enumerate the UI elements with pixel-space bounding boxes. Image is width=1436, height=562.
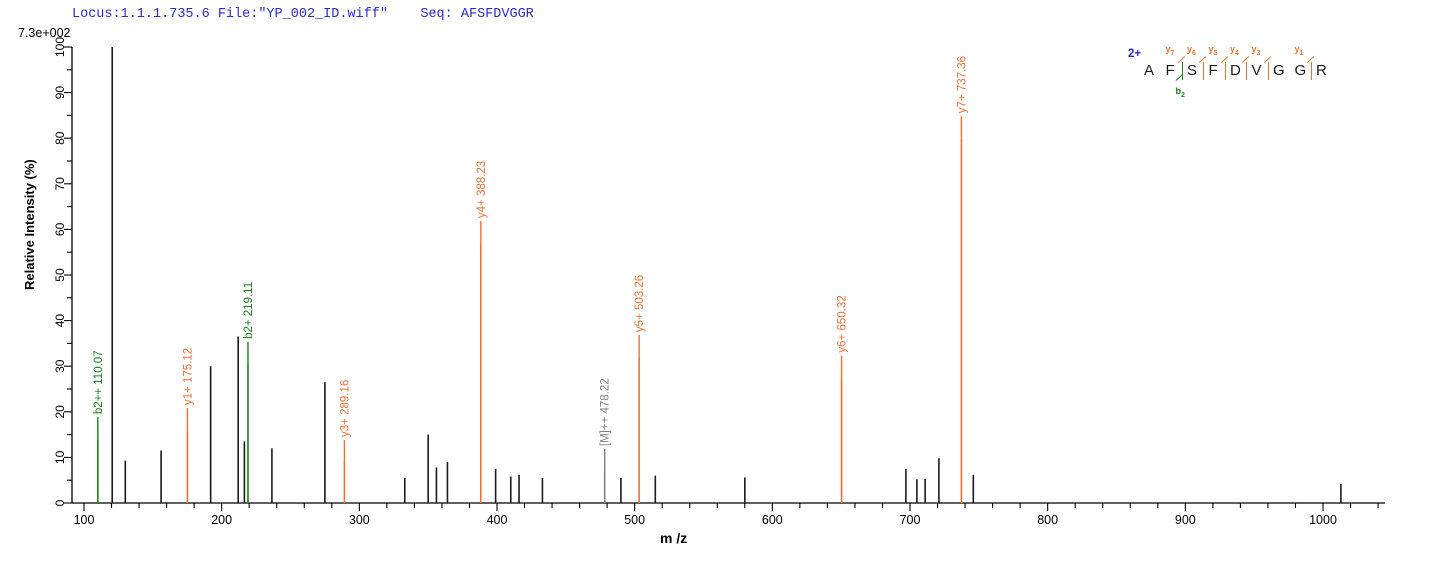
y-ion-tick bbox=[1267, 62, 1269, 80]
peak-annotation-label: y4+ 388.23 bbox=[476, 161, 488, 218]
peptide-residue: F bbox=[1208, 62, 1218, 79]
peptide-residue: A bbox=[1144, 62, 1155, 79]
peak-annotation-label: b2+ 219.11 bbox=[243, 282, 255, 339]
peptide-residue: V bbox=[1251, 62, 1262, 79]
y-axis-tick-label: 20 bbox=[53, 405, 67, 419]
peptide-residue: G bbox=[1273, 62, 1285, 79]
y-axis-tick-label: 10 bbox=[53, 450, 67, 464]
y-axis-tick-label: 60 bbox=[53, 222, 67, 236]
peptide-residue: G bbox=[1294, 62, 1307, 79]
peak-annotation-label: b2++ 110.07 bbox=[93, 350, 105, 414]
y-axis-tick-label: 100 bbox=[53, 37, 67, 57]
b-ion-label: b2 bbox=[1175, 86, 1185, 99]
x-axis-tick-label: 900 bbox=[1175, 513, 1196, 527]
y-axis-title: Relative Intensity (%) bbox=[22, 159, 37, 290]
y-ion-tick bbox=[1224, 62, 1226, 80]
x-axis-tick-label: 1000 bbox=[1309, 513, 1337, 527]
y-ion-label: y4 bbox=[1230, 44, 1239, 57]
peptide-residue: R bbox=[1316, 62, 1327, 79]
peaks-group bbox=[97, 47, 1342, 503]
x-axis-tick-label: 100 bbox=[74, 513, 95, 527]
axes-group: 100 200 300 400 500 600 700 800 900 1000 0 10 20 30 40… bbox=[53, 37, 1385, 527]
x-axis-tick-label: 600 bbox=[762, 513, 783, 527]
y-axis-tick-label: 40 bbox=[53, 314, 67, 328]
x-axis-title: m /z bbox=[660, 530, 688, 546]
x-axis-tick-label: 300 bbox=[349, 513, 370, 527]
y-ion-tick bbox=[1246, 62, 1248, 80]
x-axis-tick-label: 400 bbox=[487, 513, 508, 527]
y-ion-label: y1 bbox=[1294, 44, 1304, 57]
x-axis-tick-label: 200 bbox=[211, 513, 232, 527]
y-ion-label: y5 bbox=[1208, 44, 1218, 57]
peak-annotation-label: y3+ 289.16 bbox=[339, 380, 351, 437]
peak-labels-group: b2++ 110.07 y1+ 175.12 b2+ 219.11 y3+ 289.1… bbox=[93, 56, 968, 472]
y-ion-label: y6 bbox=[1187, 44, 1196, 57]
y-ion-tick bbox=[1203, 62, 1205, 80]
y-axis-tick-label: 0 bbox=[53, 499, 67, 506]
y-axis-tick-label: 30 bbox=[53, 359, 67, 373]
y-ion-label: y7 bbox=[1165, 44, 1175, 57]
peptide-residue: S bbox=[1187, 62, 1198, 79]
y-axis-tick-label: 90 bbox=[53, 86, 67, 100]
x-axis-tick-label: 800 bbox=[1037, 513, 1058, 527]
y-ion-label: y3 bbox=[1251, 44, 1261, 57]
peak-annotation-label: [M]++ 478.22 bbox=[600, 378, 612, 446]
y-axis-tick-label: 70 bbox=[53, 177, 67, 191]
peptide-residue: D bbox=[1230, 62, 1241, 79]
peak-annotation-label: y6+ 650.32 bbox=[837, 295, 849, 352]
y-axis-tick-label: 80 bbox=[53, 131, 67, 145]
spectrum-header: Locus:1.1.1.735.6 File:"YP_002_ID.wiff" … bbox=[72, 7, 534, 22]
y-ion-tick bbox=[1310, 62, 1312, 80]
peak-annotation-label: y5+ 503.26 bbox=[634, 275, 646, 332]
x-axis-tick-label: 500 bbox=[624, 513, 645, 527]
peptide-residue: F bbox=[1165, 62, 1175, 79]
peak-annotation-label: y7+ 737.36 bbox=[956, 56, 968, 113]
peak-annotation-label: y1+ 175.12 bbox=[182, 348, 194, 405]
y-axis-max-intensity-label: 7.3e+002 bbox=[18, 26, 71, 40]
y-axis-tick-label: 50 bbox=[53, 268, 67, 282]
x-axis-tick-label: 700 bbox=[900, 513, 921, 527]
precursor-charge-label: 2+ bbox=[1128, 48, 1142, 60]
b-ion-tick bbox=[1181, 62, 1183, 80]
